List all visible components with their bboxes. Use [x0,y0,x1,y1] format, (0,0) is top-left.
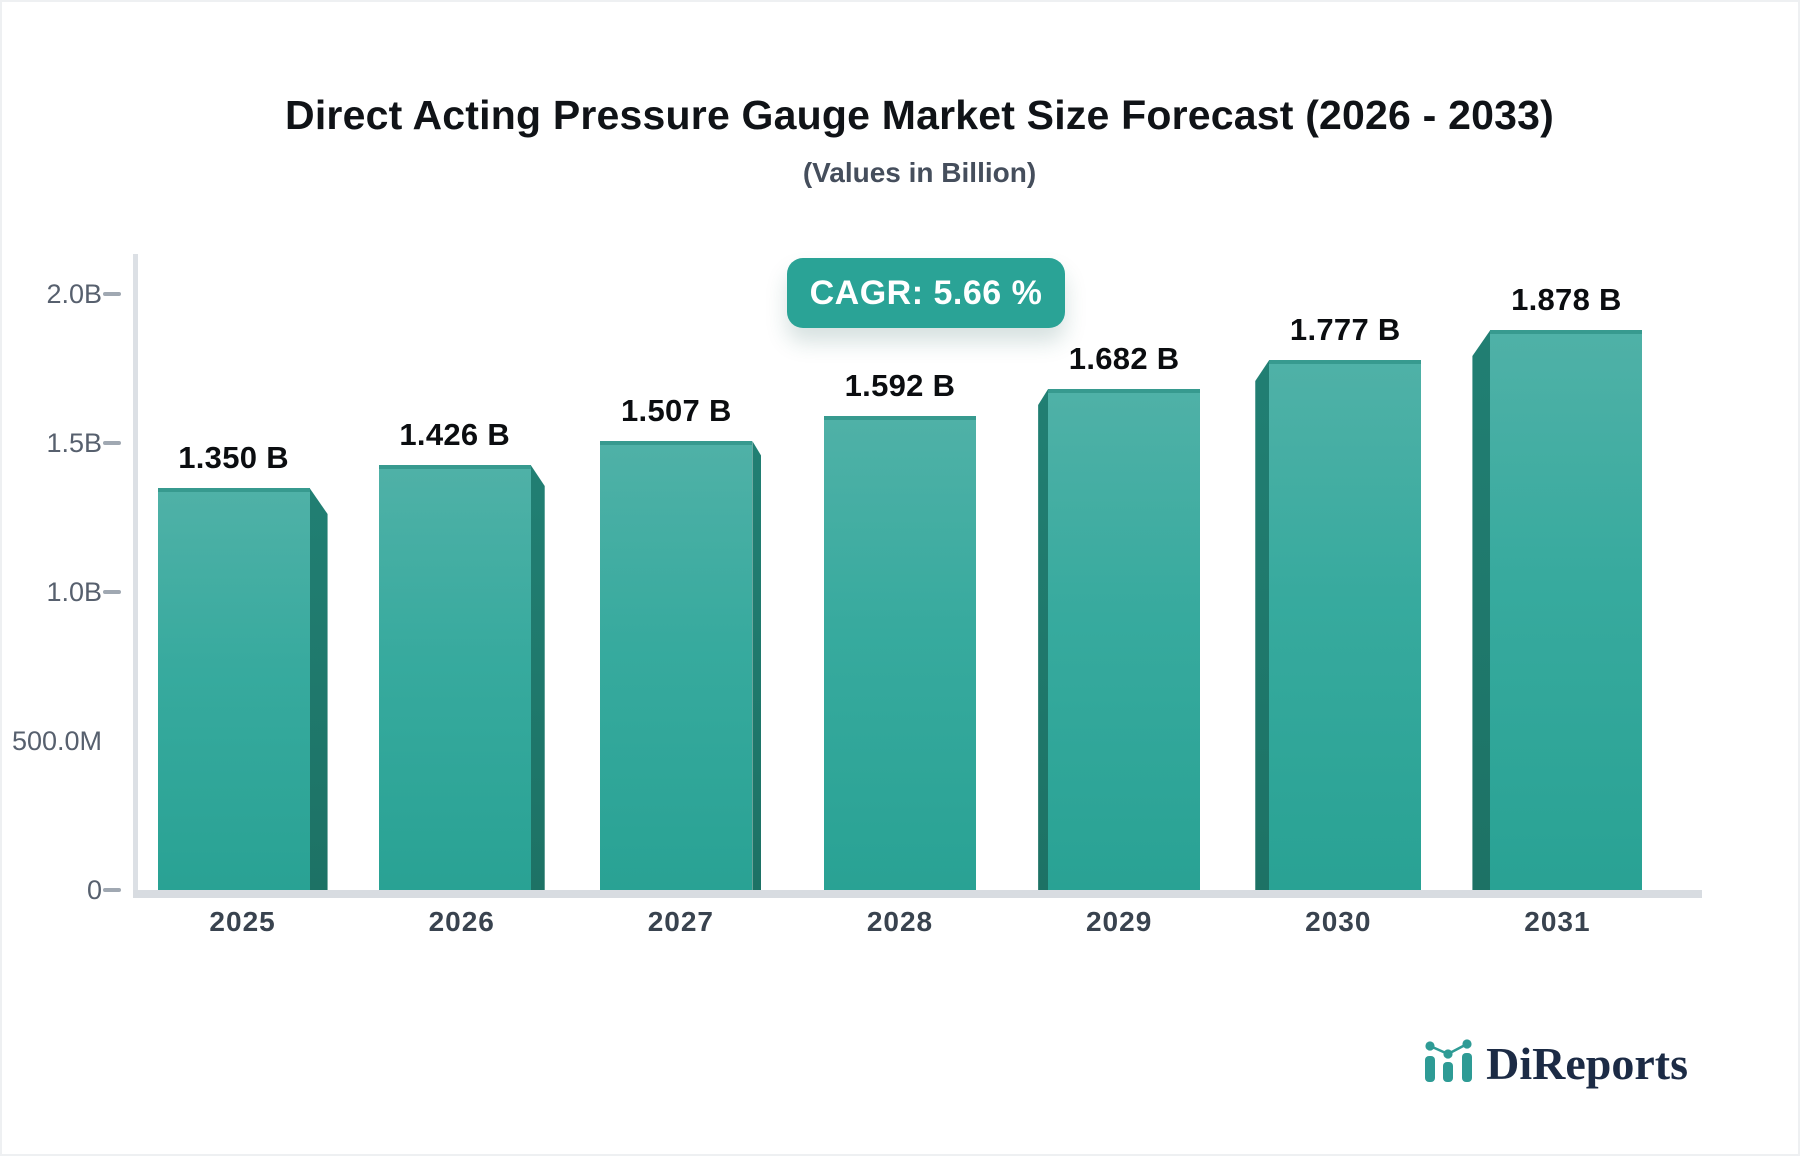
cagr-badge-label: CAGR: 5.66 % [809,273,1043,312]
x-axis-baseline [133,890,1702,898]
bar-2030: 1.777 B [1255,312,1422,890]
x-axis-label: 2026 [428,906,495,937]
brand-logo: DiReports [1423,1034,1688,1087]
y-axis-line [133,254,138,898]
cagr-badge: CAGR: 5.66 % [787,258,1065,328]
bar-value-label: 1.682 B [1068,341,1180,376]
bar-side [1038,389,1049,890]
bar-face [157,488,310,890]
y-axis-tick-mark [103,888,121,892]
bar-2031: 1.878 B [1472,282,1643,890]
bar-face [1490,330,1643,890]
bar-slot: 1.682 B [1010,2,1229,890]
bar-2025: 1.350 B [157,440,328,890]
bar-slot: 1.592 B [790,2,1009,890]
bars-row: 1.350 B 1.426 B 1.507 B 1.592 B 1.682 B 1.777… [133,2,1667,890]
y-axis-tick-label: 0 [86,875,102,905]
y-axis-tick-label: 1.0B [46,577,102,607]
chart-subtitle: (Values in Billion) [802,157,1037,188]
bar-slot: 1.878 B [1448,2,1667,890]
bar-2027: 1.507 B [600,393,762,890]
y-axis-tick-mark [103,590,121,594]
bar-face [378,465,531,890]
chart-header: Direct Acting Pressure Gauge Market Size… [137,92,1702,189]
y-axis-tick-mark [103,441,121,445]
bar-value-label: 1.777 B [1289,312,1401,347]
bar-value-label: 1.592 B [844,368,956,403]
bar-side [1472,330,1491,890]
bar-value-label: 1.350 B [178,440,289,475]
bar-side [530,465,545,890]
x-axis-label: 2030 [1305,906,1372,937]
y-axis-tick-label: 2.0B [46,279,102,309]
x-axis-label: 2031 [1524,906,1591,937]
bar-side [752,441,762,890]
bar-2026: 1.426 B [378,417,545,890]
bar-face [1269,360,1422,890]
bar-slot: 1.350 B [133,2,352,890]
bar-value-label: 1.507 B [621,393,732,428]
x-axis-label: 2029 [1085,906,1153,937]
bar-value-label: 1.878 B [1511,282,1622,317]
y-axis-tick-mark [103,292,121,296]
brand-name: DiReports [1486,1038,1688,1089]
bar-2028: 1.592 B [823,368,976,890]
bar-slot: 1.507 B [571,2,790,890]
y-axis-tick-label: 500.0M [11,726,102,756]
bar-face [1048,389,1201,890]
x-axis-label: 2027 [647,906,714,937]
x-axis-label: 2028 [866,906,934,937]
chart-title: Direct Acting Pressure Gauge Market Size… [285,92,1554,138]
bar-slot: 1.426 B [352,2,571,890]
x-axis-labels: 2025 2026 2027 2028 2029 2030 2031 [133,906,1667,938]
x-axis-label: 2025 [209,906,276,937]
bar-side [1255,360,1270,890]
bar-chart-logo-icon [1425,1039,1473,1082]
bar-side [309,488,328,890]
bar-value-label: 1.426 B [399,417,511,452]
bar-2029: 1.682 B [1038,341,1201,890]
bar-face [600,441,753,890]
y-axis-tick-label: 1.5B [46,428,102,458]
bar-face [823,416,976,890]
bar-slot: 1.777 B [1229,2,1448,890]
